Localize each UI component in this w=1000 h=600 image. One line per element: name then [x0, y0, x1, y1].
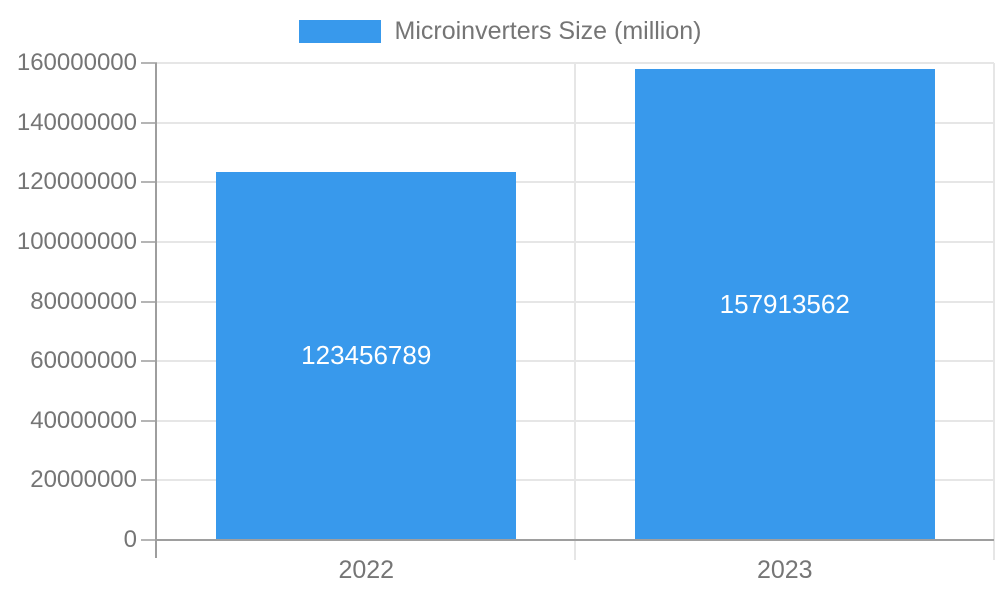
category-divider-line: [574, 63, 576, 560]
y-axis-tick: [141, 539, 157, 541]
x-axis-baseline: [157, 539, 994, 541]
bar-2022[interactable]: [216, 171, 517, 540]
x-axis-label-2023: 2023: [756, 556, 813, 584]
y-axis-label: 140000000: [16, 108, 137, 136]
y-axis-label: 60000000: [30, 347, 137, 375]
y-axis-tick: [141, 62, 157, 64]
y-axis-label: 160000000: [16, 49, 137, 76]
bar-value-label: 157913562: [719, 289, 850, 320]
y-axis-label: 20000000: [30, 466, 137, 494]
y-axis-tick: [141, 181, 157, 184]
legend[interactable]: Microinverters Size (million): [0, 17, 1000, 46]
y-axis-label: 80000000: [30, 287, 137, 315]
x-axis-label-2022: 2022: [338, 556, 395, 584]
bar-value-label: 123456789: [301, 340, 432, 371]
y-axis-label: 40000000: [30, 406, 137, 434]
legend-label: Microinverters Size (million): [394, 17, 702, 45]
y-axis-tick: [141, 240, 157, 243]
bar-2023[interactable]: [634, 69, 935, 540]
y-axis-tick: [141, 479, 157, 482]
y-axis-label: 120000000: [16, 168, 137, 196]
y-axis-label: 0: [123, 526, 137, 553]
y-axis-tick: [141, 419, 157, 422]
y-axis-label: 100000000: [16, 227, 137, 255]
legend-color-swatch: [298, 20, 381, 43]
y-axis-tick: [141, 360, 157, 363]
y-axis-tick: [141, 300, 157, 303]
category-divider-line: [992, 63, 995, 560]
y-axis-tick: [141, 121, 157, 124]
y-axis-line: [155, 63, 157, 558]
